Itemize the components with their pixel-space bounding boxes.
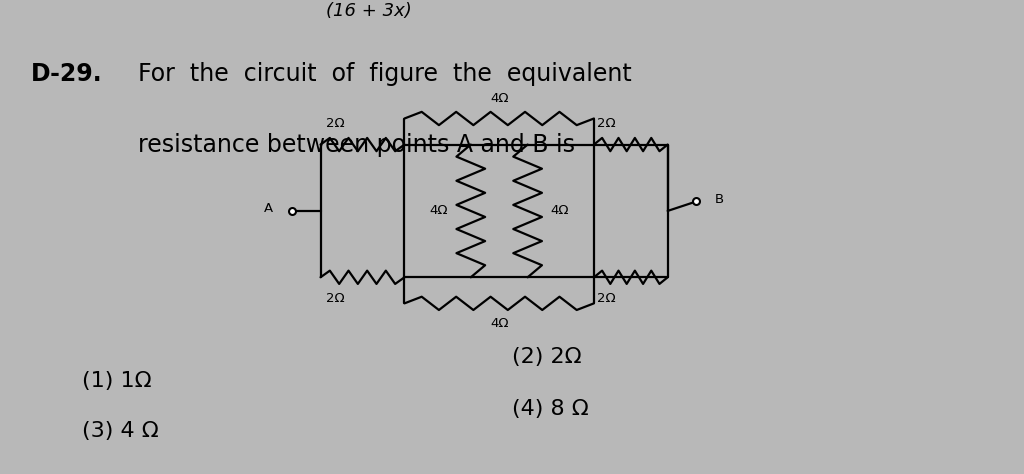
Text: 2Ω: 2Ω [597,118,615,130]
Text: (4) 8 Ω: (4) 8 Ω [512,400,589,419]
Text: (1) 1Ω: (1) 1Ω [82,371,152,391]
Text: (2) 2Ω: (2) 2Ω [512,347,582,367]
Text: 2Ω: 2Ω [326,118,344,130]
Text: 4Ω: 4Ω [430,204,449,218]
Text: resistance between points A and B is: resistance between points A and B is [138,133,575,157]
Text: 2Ω: 2Ω [597,292,615,304]
Text: B: B [715,192,724,206]
Text: A: A [264,202,273,215]
Text: 4Ω: 4Ω [550,204,568,218]
Text: 4Ω: 4Ω [489,92,509,105]
Text: For  the  circuit  of  figure  the  equivalent: For the circuit of figure the equivalent [138,62,632,86]
Text: 4Ω: 4Ω [489,317,509,329]
Text: D-29.: D-29. [31,62,102,86]
Text: (16 + 3x): (16 + 3x) [326,2,412,20]
Text: 2Ω: 2Ω [326,292,344,304]
Text: (3) 4 Ω: (3) 4 Ω [82,421,159,441]
